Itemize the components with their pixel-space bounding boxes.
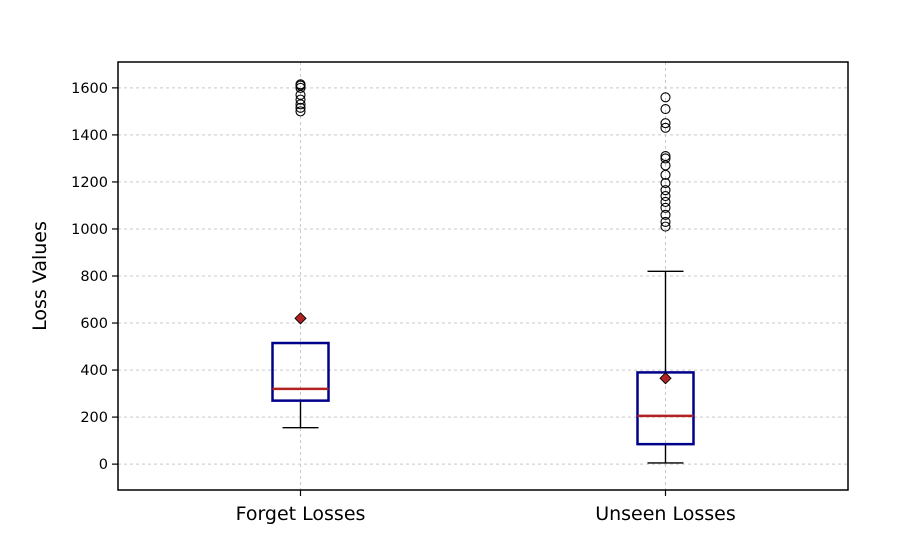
outlier-point bbox=[295, 94, 306, 105]
y-tick-label: 1400 bbox=[71, 128, 108, 144]
box bbox=[271, 341, 330, 402]
x-category-label: Forget Losses bbox=[236, 503, 366, 525]
y-tick-label: 1200 bbox=[71, 175, 108, 191]
outlier-point bbox=[660, 216, 671, 227]
y-tick-label: 0 bbox=[99, 457, 108, 473]
outlier-point bbox=[295, 106, 306, 117]
outlier-point bbox=[660, 153, 671, 164]
y-tick-label: 400 bbox=[80, 363, 108, 379]
outlier-point bbox=[660, 185, 671, 196]
y-tick-label: 1000 bbox=[71, 222, 108, 238]
y-tick-label: 800 bbox=[80, 269, 108, 285]
outlier-point bbox=[295, 82, 306, 93]
outlier-point bbox=[660, 221, 671, 232]
outlier-point bbox=[660, 190, 671, 202]
y-tick-label: 600 bbox=[80, 316, 108, 332]
y-tick-label: 200 bbox=[80, 410, 108, 426]
outlier-point bbox=[660, 196, 671, 207]
mean-marker bbox=[294, 312, 307, 325]
outlier-point bbox=[660, 209, 671, 220]
outlier-point bbox=[660, 122, 671, 133]
outlier-point bbox=[660, 202, 671, 213]
mean-marker bbox=[659, 372, 672, 385]
outlier-point bbox=[295, 79, 306, 90]
y-axis-label: Loss Values bbox=[29, 221, 51, 331]
outlier-point bbox=[660, 151, 671, 162]
outlier-point bbox=[660, 92, 671, 103]
outlier-point bbox=[295, 102, 306, 113]
y-tick-label: 1600 bbox=[71, 81, 108, 97]
outlier-point bbox=[660, 103, 671, 115]
outlier-point bbox=[660, 178, 671, 189]
x-category-label: Unseen Losses bbox=[595, 503, 736, 525]
outlier-point bbox=[660, 118, 671, 129]
